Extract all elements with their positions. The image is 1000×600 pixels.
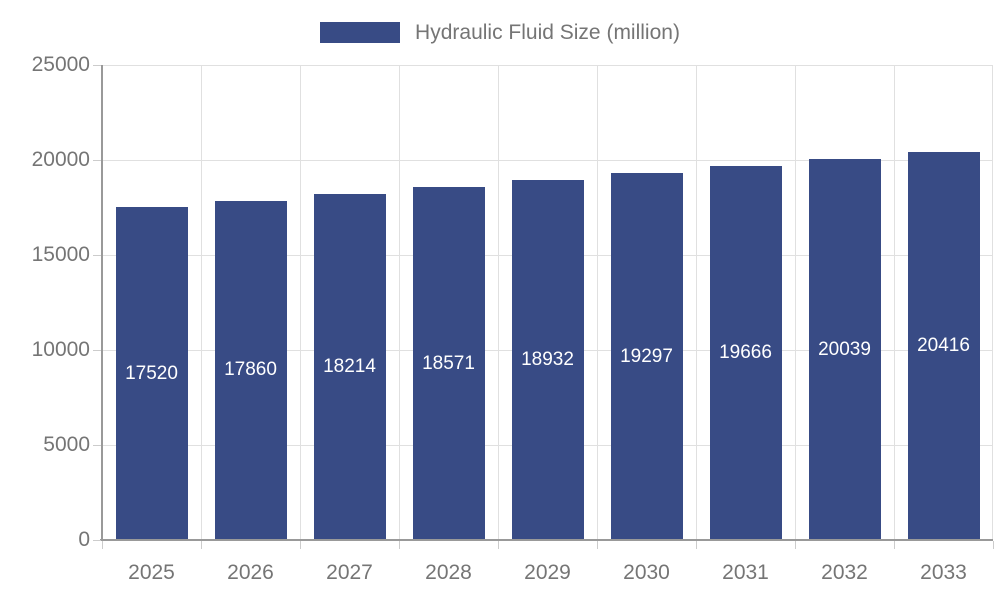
y-axis-tick-label: 20000 <box>31 148 90 171</box>
bar-2029: 18932 <box>511 180 584 540</box>
gridline-vertical <box>399 65 400 540</box>
bar-2027: 18214 <box>313 193 386 540</box>
x-axis-tick <box>993 541 994 549</box>
plot-area: 17520 17860 18214 18571 18932 19297 19666 20039… <box>100 65 993 541</box>
gridline-horizontal <box>102 65 993 66</box>
x-axis-tick <box>399 541 400 549</box>
x-axis-tick <box>795 541 796 549</box>
y-axis-tick <box>93 255 101 256</box>
x-axis-tick <box>201 541 202 549</box>
bar-value-label: 19666 <box>719 342 772 364</box>
legend-swatch <box>320 22 401 43</box>
bar-value-label: 18571 <box>422 352 475 374</box>
y-axis-line <box>101 65 103 540</box>
x-axis-line <box>100 539 993 541</box>
x-axis-tick-label: 2026 <box>227 561 274 584</box>
bar-2028: 18571 <box>412 187 485 540</box>
gridline-horizontal <box>102 160 993 161</box>
x-axis-tick-label: 2029 <box>524 561 571 584</box>
gridline-vertical <box>300 65 301 540</box>
bar-2030: 19297 <box>610 173 683 540</box>
y-axis-tick <box>93 445 101 446</box>
gridline-vertical <box>597 65 598 540</box>
x-axis-tick <box>597 541 598 549</box>
y-axis-tick-label: 5000 <box>43 433 90 456</box>
bar-value-label: 17520 <box>125 362 178 384</box>
legend[interactable]: Hydraulic Fluid Size (million) <box>0 19 1000 46</box>
x-axis-tick <box>894 541 895 549</box>
gridline-vertical <box>795 65 796 540</box>
x-axis-tick-label: 2033 <box>920 561 967 584</box>
bar-value-label: 17860 <box>224 359 277 381</box>
x-axis-tick <box>498 541 499 549</box>
bar-2031: 19666 <box>709 166 782 540</box>
y-axis-tick-label: 0 <box>78 528 90 551</box>
x-axis-tick-label: 2025 <box>128 561 175 584</box>
x-axis-tick-label: 2032 <box>821 561 868 584</box>
gridline-vertical <box>894 65 895 540</box>
x-axis-tick-label: 2028 <box>425 561 472 584</box>
bar-value-label: 18214 <box>323 355 376 377</box>
bar-2025: 17520 <box>115 207 188 540</box>
bar-value-label: 19297 <box>620 345 673 367</box>
x-axis-tick-label: 2027 <box>326 561 373 584</box>
x-axis-tick-label: 2030 <box>623 561 670 584</box>
y-axis-tick <box>93 160 101 161</box>
y-axis-tick <box>93 350 101 351</box>
x-axis-tick <box>300 541 301 549</box>
bar-2032: 20039 <box>808 159 881 540</box>
legend-label: Hydraulic Fluid Size (million) <box>415 21 680 44</box>
gridline-vertical <box>992 65 993 540</box>
y-axis-tick <box>93 540 101 541</box>
bar-value-label: 20416 <box>917 335 970 357</box>
x-axis-tick-label: 2031 <box>722 561 769 584</box>
x-axis-tick <box>696 541 697 549</box>
y-axis-tick-label: 25000 <box>31 53 90 76</box>
gridline-vertical <box>498 65 499 540</box>
bar-value-label: 18932 <box>521 349 574 371</box>
bar-value-label: 20039 <box>818 338 871 360</box>
y-axis-tick-label: 10000 <box>31 338 90 361</box>
x-axis-tick <box>102 541 103 549</box>
bar-2033: 20416 <box>907 152 980 540</box>
gridline-vertical <box>201 65 202 540</box>
y-axis-tick <box>93 65 101 66</box>
y-axis-tick-label: 15000 <box>31 243 90 266</box>
gridline-vertical <box>696 65 697 540</box>
bar-2026: 17860 <box>214 200 287 540</box>
